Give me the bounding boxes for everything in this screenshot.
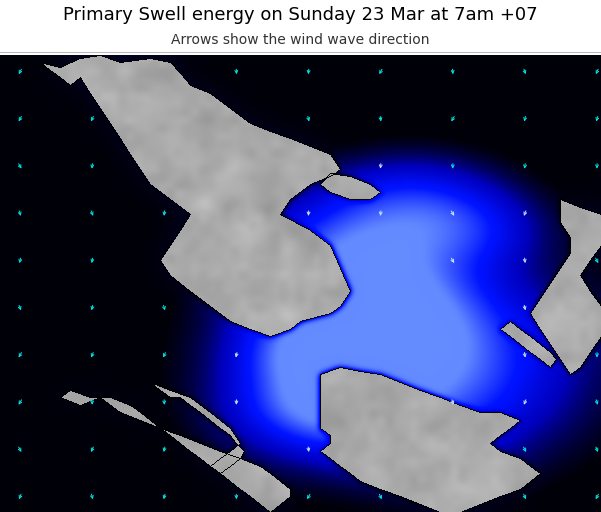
Text: Arrows show the wind wave direction: Arrows show the wind wave direction xyxy=(171,33,430,47)
Text: Primary Swell energy on Sunday 23 Mar at 7am +07: Primary Swell energy on Sunday 23 Mar at… xyxy=(63,6,538,25)
